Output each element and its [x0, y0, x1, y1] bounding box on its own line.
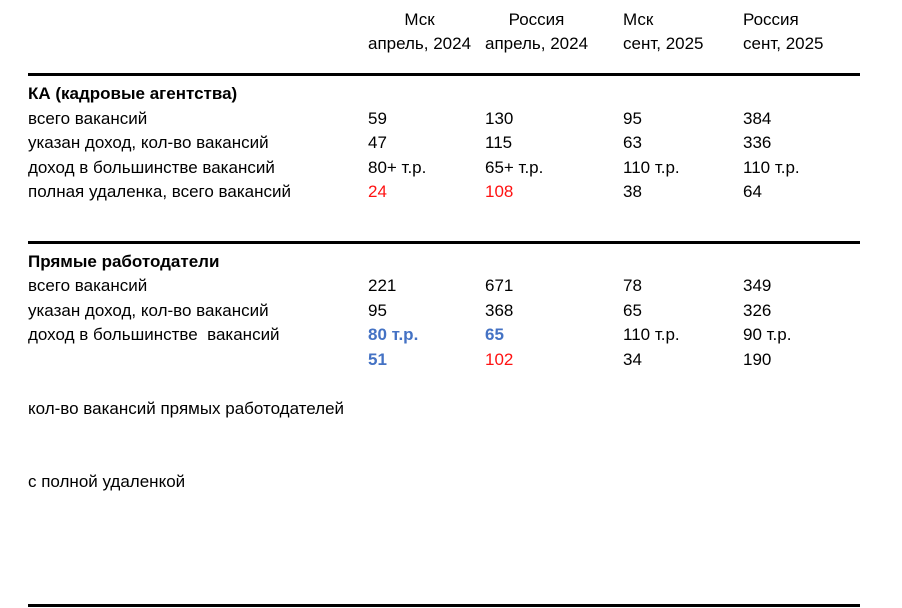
- table-row: всего вакансий 59 130 95 384: [28, 107, 902, 132]
- value-cell: 110 т.р.: [623, 157, 680, 177]
- value-cell: 38: [623, 182, 642, 201]
- value-cell: 115: [485, 133, 513, 152]
- row-label: доход в большинстве вакансий: [28, 157, 275, 177]
- column-header-russia-apr-2024: Россия апрель, 2024: [485, 8, 623, 56]
- value-cell: 110 т.р.: [743, 157, 800, 177]
- value-cell-highlight-blue: 65: [485, 325, 504, 344]
- value-cell: 336: [743, 133, 772, 152]
- section-divider: [28, 240, 860, 244]
- value-cell-highlight-red: 102: [485, 349, 514, 369]
- column-header-city: Мск: [623, 10, 654, 29]
- column-header-city: Мск: [404, 10, 435, 29]
- section-direct-employers: Прямые работодатели всего вакансий 221 6…: [28, 250, 902, 544]
- column-header-city: Россия: [508, 10, 565, 29]
- column-header-period: сент, 2025: [623, 34, 704, 53]
- table-row: указан доход, кол-во вакансий 47 115 63 …: [28, 131, 902, 156]
- value-cell: 130: [485, 108, 514, 128]
- section-title: КА (кадровые агентства): [28, 84, 238, 103]
- table-row: полная удаленка, всего вакансий 24 108 3…: [28, 180, 902, 205]
- value-cell: 59: [368, 108, 387, 128]
- column-header-msk-apr-2024: Мск апрель, 2024: [368, 8, 485, 56]
- value-cell: 95: [623, 108, 642, 128]
- value-cell: 110 т.р.: [623, 325, 680, 344]
- table-row: доход в большинстве вакансий 80+ т.р. 65…: [28, 156, 902, 181]
- value-cell: 90 т.р.: [743, 325, 792, 344]
- section-divider: [28, 603, 860, 607]
- section-recruiting-agencies: КА (кадровые агентства) всего вакансий 5…: [28, 82, 902, 205]
- column-header-russia-sep-2025: Россия сент, 2025: [743, 8, 902, 56]
- value-cell: 34: [623, 349, 642, 369]
- value-cell: 65+ т.р.: [485, 157, 544, 177]
- value-cell: 671: [485, 276, 514, 295]
- value-cell: 384: [743, 108, 772, 128]
- value-cell-highlight-red: 108: [485, 182, 514, 201]
- row-label: полная удаленка, всего вакансий: [28, 182, 292, 201]
- column-header-period: сент, 2025: [743, 34, 824, 53]
- section-divider: [28, 73, 860, 76]
- value-cell-highlight-blue: 80 т.р.: [368, 325, 419, 344]
- row-label: всего вакансий: [28, 108, 148, 128]
- value-cell: 80+ т.р.: [368, 157, 427, 177]
- column-header-msk-sep-2025: Мск сент, 2025: [623, 8, 743, 56]
- table-row: кол-во вакансий прямых работодателей с п…: [28, 348, 902, 544]
- table-row: доход в большинстве вакансий 80 т.р. 65 …: [28, 323, 902, 348]
- row-label: всего вакансий: [28, 276, 148, 295]
- column-header-period: апрель, 2024: [368, 34, 472, 53]
- value-cell: 63: [623, 133, 642, 152]
- column-header-city: Россия: [743, 10, 799, 29]
- value-cell-highlight-blue: 51: [368, 349, 387, 369]
- value-cell: 221: [368, 276, 397, 295]
- value-cell: 47: [368, 133, 387, 152]
- value-cell: 64: [743, 182, 762, 201]
- value-cell: 368: [485, 300, 514, 320]
- table-row: указан доход, кол-во вакансий 95 368 65 …: [28, 299, 902, 324]
- row-label-line-2: с полной удаленкой: [28, 472, 186, 491]
- value-cell: 65: [623, 300, 642, 320]
- row-label: указан доход, кол-во вакансий: [28, 133, 269, 152]
- value-cell: 349: [743, 276, 772, 295]
- value-cell: 78: [623, 276, 642, 295]
- row-label-line-1: кол-во вакансий прямых работодателей: [28, 398, 345, 418]
- value-cell: 95: [368, 300, 387, 320]
- value-cell: 326: [743, 300, 772, 320]
- row-label: кол-во вакансий прямых работодателей с п…: [28, 348, 368, 544]
- row-label: указан доход, кол-во вакансий: [28, 300, 269, 320]
- table-header-row: Мск апрель, 2024 Россия апрель, 2024 Мск…: [28, 8, 902, 56]
- table-row: всего вакансий 221 671 78 349: [28, 274, 902, 299]
- value-cell: 190: [743, 349, 772, 369]
- value-cell-highlight-red: 24: [368, 182, 387, 201]
- row-label: доход в большинстве вакансий: [28, 325, 280, 344]
- section-title: Прямые работодатели: [28, 251, 220, 271]
- column-header-period: апрель, 2024: [485, 34, 589, 53]
